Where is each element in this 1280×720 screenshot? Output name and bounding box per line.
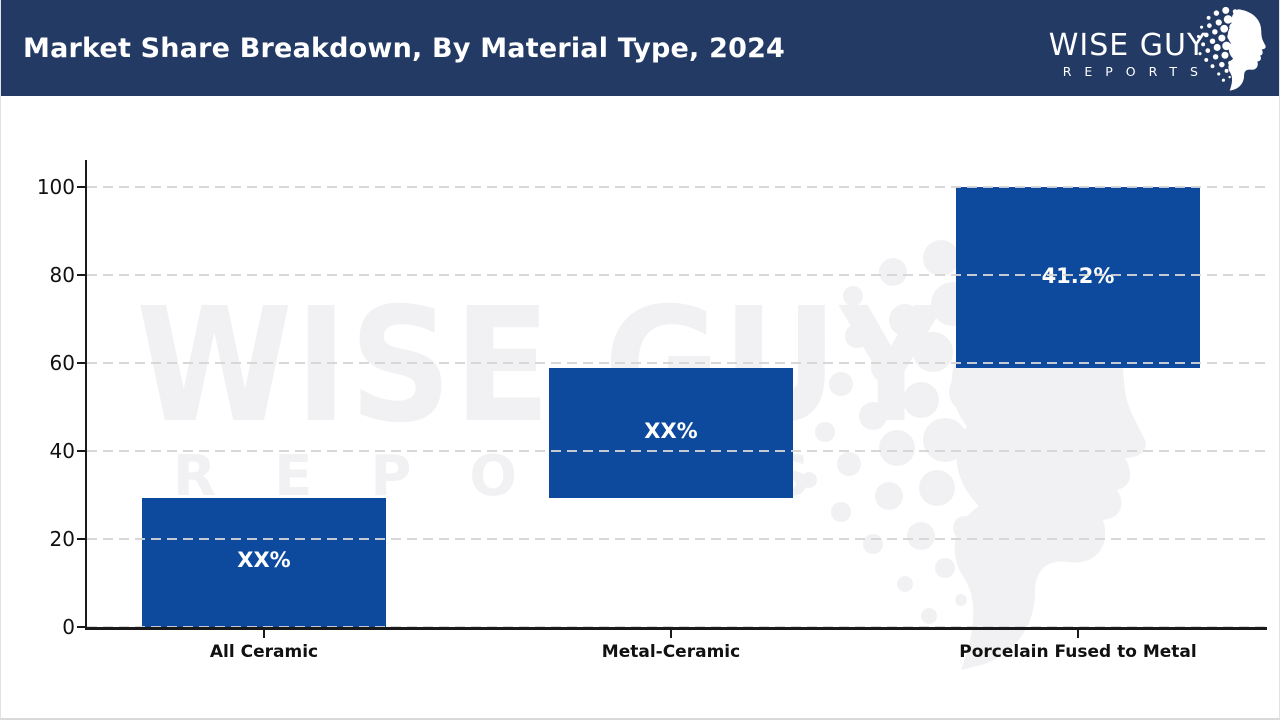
x-category-label: All Ceramic (209, 642, 319, 662)
gridline-40 (87, 450, 1267, 452)
brand-logo: WISE GUY REPORTS (1049, 6, 1271, 92)
bar-2: XX% (549, 368, 793, 498)
bar-value-label: XX% (644, 418, 698, 443)
logo-wordmark: WISE GUY REPORTS (1048, 28, 1211, 80)
gridline-80 (87, 274, 1267, 276)
gridline-20 (87, 538, 1267, 540)
x-category-label: Porcelain Fused to Metal (959, 642, 1197, 662)
y-tick-label: 60 (49, 351, 75, 375)
x-tick-1 (263, 630, 265, 638)
bar-value-label: XX% (237, 548, 291, 573)
plot: 0 20 40 60 80 100 XX% XX% 41.2% All Ceramic Metal-… (1, 96, 1279, 718)
chart-area: WISE GUY REPORTS 0 20 40 60 80 100 XX% XX% 41.2%… (1, 96, 1279, 720)
y-tick-20 (77, 538, 85, 540)
x-tick-3 (1077, 630, 1079, 638)
x-category-label: Metal-Ceramic (601, 642, 741, 662)
x-axis-line (85, 627, 1267, 630)
y-tick-80 (77, 274, 85, 276)
gridline-100 (87, 186, 1267, 188)
header: Market Share Breakdown, By Material Type… (1, 0, 1279, 96)
y-tick-40 (77, 450, 85, 452)
x-tick-2 (670, 630, 672, 638)
y-axis-line (85, 160, 87, 630)
bar-1: XX% (142, 497, 386, 627)
y-tick-label: 20 (49, 527, 75, 551)
logo-name: WISE GUY (1048, 28, 1207, 63)
y-tick-60 (77, 362, 85, 364)
y-tick-100 (77, 186, 85, 188)
y-tick-0 (77, 626, 85, 628)
y-tick-label: 100 (36, 175, 75, 199)
y-tick-label: 80 (49, 263, 75, 287)
y-tick-label: 0 (62, 615, 75, 639)
logo-head-icon (1193, 6, 1271, 92)
chart-title: Market Share Breakdown, By Material Type… (23, 32, 786, 64)
y-tick-label: 40 (49, 439, 75, 463)
bar-3: 41.2% (956, 187, 1200, 369)
gridline-60 (87, 362, 1267, 364)
logo-subname: REPORTS (1062, 64, 1211, 79)
